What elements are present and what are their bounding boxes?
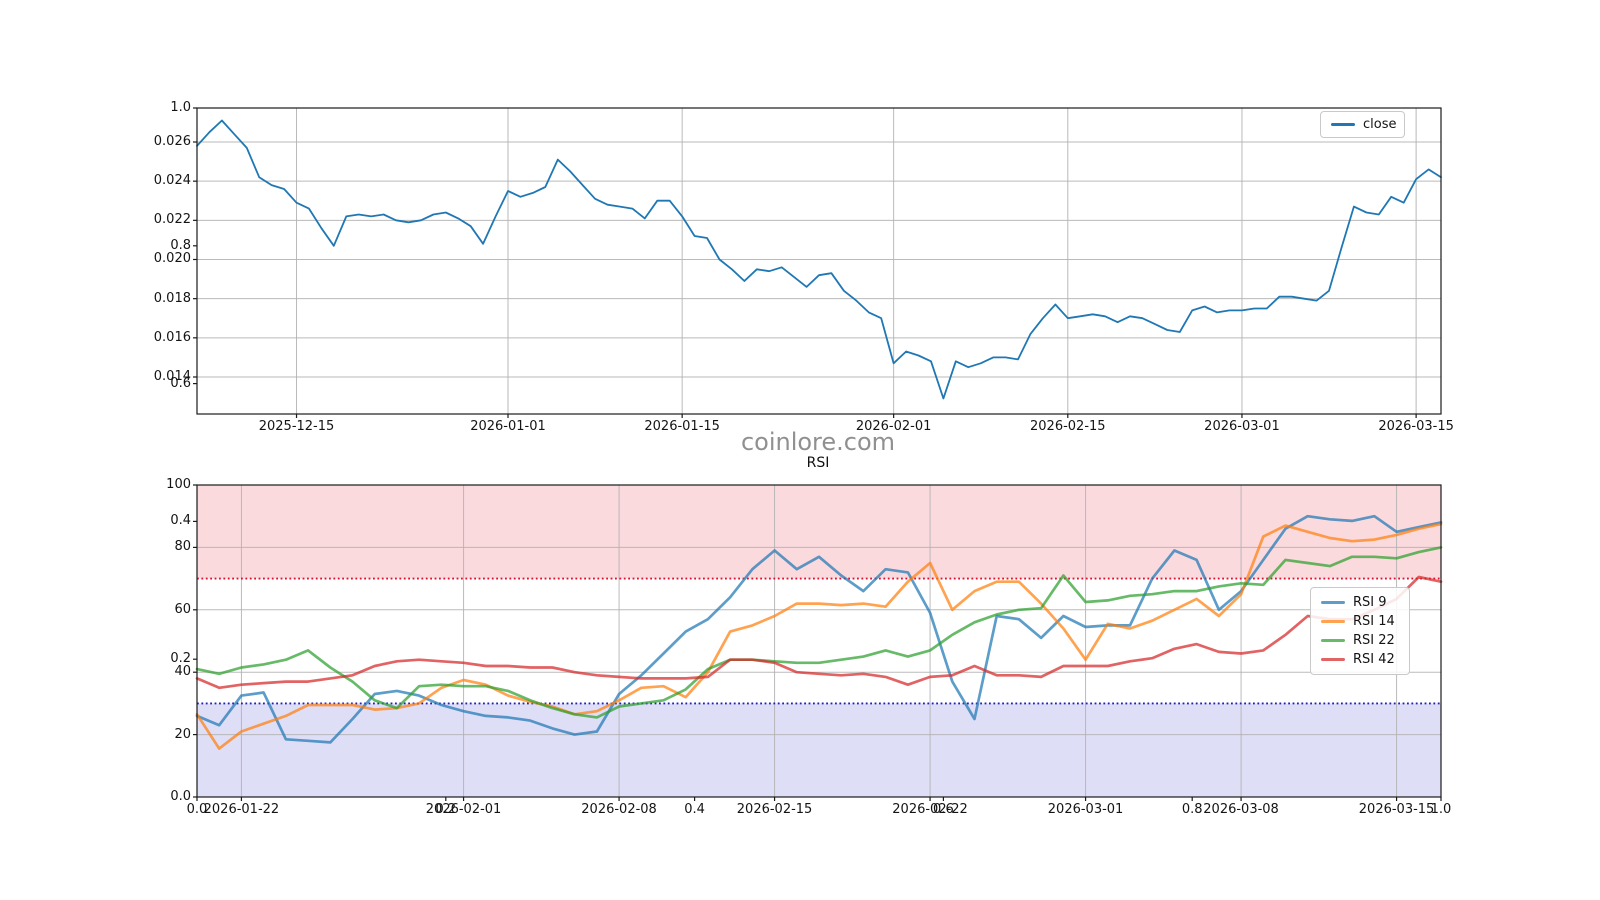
rsi-x-tick-label: 2026-03-01 [1047,802,1124,817]
norm-x-tick-label: 0.6 [933,802,954,817]
norm-y-tick-label: 0.4 [170,513,191,529]
norm-y-tick-label: 1.0 [170,100,191,115]
price-x-tick-label: 2026-01-01 [470,419,546,434]
rsi-2-line [195,522,1443,750]
watermark: coinlore.com [740,428,896,456]
price-x-tick-label: 2026-02-15 [1030,419,1106,434]
norm-y-tick-label: 0.2 [170,651,191,667]
rsi-x-tick-label: 2026-03-08 [1203,802,1279,817]
norm-x-tick-label: 0.8 [1181,802,1203,817]
rsi-x-tick-label: 2026-02-15 [736,802,813,817]
rsi-4-line [195,575,1443,690]
price-x-tick-label: 2026-02-01 [855,419,932,434]
rsi-y-tick-label: 40 [174,664,191,680]
rsi-y-tick-label: 60 [174,601,191,617]
rsi-legend: RSI 9 RSI 14 RSI 22 RSI 42 [1310,587,1410,675]
rsi-y-tick-label: 80 [174,539,191,555]
price-y-tick-label: 0.014 [153,368,191,384]
price-y-tick-label: 0.018 [153,290,191,306]
price-x-tick-label: 2025-12-15 [258,419,335,434]
norm-x-tick-label: 0.4 [684,802,705,817]
norm-x-tick-label: 0.2 [435,802,457,817]
rsi-3-line [195,546,1443,719]
price-legend: close [1320,111,1405,138]
rsi-x-tick-label: 2026-02-01 [425,802,502,817]
price-y-tick-label: 0.026 [153,134,191,149]
rsi-legend-item: RSI 42 [1321,652,1399,667]
rsi-y-tick-label: 20 [174,726,191,742]
price-x-tick-label: 2026-03-01 [1204,419,1280,434]
rsi22-legend-swatch [1321,639,1345,642]
rsi-plot-border [196,484,1442,798]
oversold-band [197,703,1441,797]
norm-x-tick-label: 1.0 [1430,802,1452,817]
norm-x-tick-label: 0.0 [186,802,208,817]
rsi-chart-title: RSI [806,455,830,471]
rsi-x-tick-label: 2026-02-08 [581,802,657,817]
price-x-tick-label: 2026-01-15 [644,419,720,434]
price-y-tick-label: 0.024 [153,173,191,189]
rsi14-legend-swatch [1321,620,1345,623]
rsi-x-tick-label: 2026-02-22 [892,802,968,817]
rsi-x-tick-label: 2026-03-15 [1358,802,1435,817]
norm-y-tick-label: 0.6 [170,375,191,391]
price-y-tick-label: 0.022 [153,212,191,228]
rsi42-legend-label: RSI 42 [1353,652,1395,667]
price-plot-border [196,107,1442,415]
price-y-tick-label: 0.016 [153,329,191,345]
close-legend-label: close [1363,117,1397,132]
close-legend-swatch [1331,123,1355,126]
rsi-legend-item: RSI 14 [1321,614,1399,629]
rsi-y-tick-label: 100 [166,477,191,492]
rsi-x-tick-label: 2026-01-22 [203,802,280,817]
close-line [196,119,1442,400]
rsi9-legend-label: RSI 9 [1353,595,1387,610]
price-y-tick-label: 0.020 [153,251,191,267]
overbought-band [197,485,1441,579]
rsi42-legend-swatch [1321,658,1345,661]
price-x-tick-label: 2026-03-15 [1378,419,1454,434]
rsi22-legend-label: RSI 22 [1353,633,1395,648]
rsi9-legend-swatch [1321,601,1345,604]
rsi-1-line [195,514,1443,744]
rsi-legend-item: RSI 9 [1321,595,1399,610]
rsi14-legend-label: RSI 14 [1353,614,1395,629]
rsi-legend-item: RSI 22 [1321,633,1399,648]
norm-y-tick-label: 0.0 [170,789,191,804]
norm-y-tick-label: 0.8 [170,237,191,253]
